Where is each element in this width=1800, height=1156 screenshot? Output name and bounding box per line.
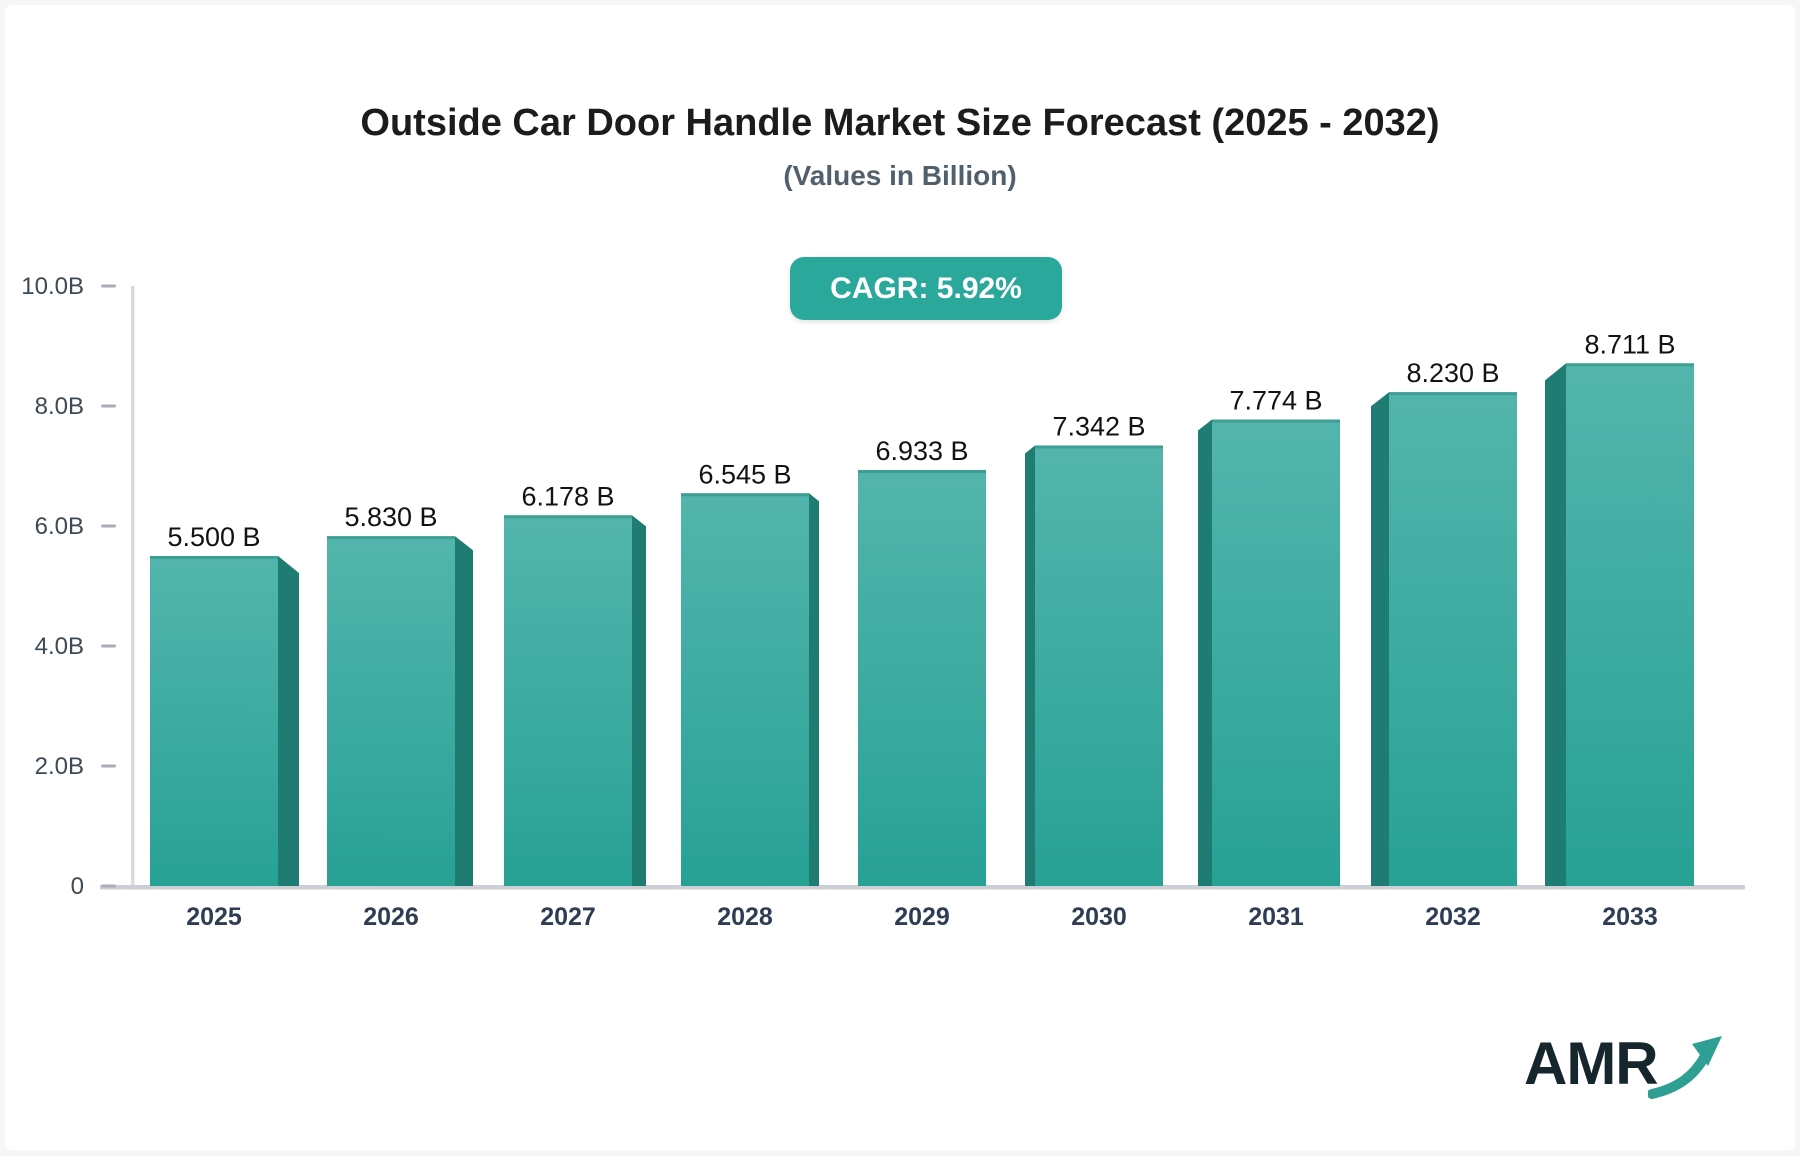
bar-2032: 8.230 B 2032 <box>1371 358 1517 931</box>
bar-top-edge <box>150 556 278 559</box>
bar-2029: 6.933 B 2029 <box>858 436 986 931</box>
bar-2028: 6.545 B 2028 <box>681 459 819 931</box>
x-category-label: 2025 <box>186 903 242 931</box>
x-axis-line <box>100 885 1745 890</box>
bar-side-face <box>1371 392 1389 886</box>
bar-front-face <box>504 515 632 886</box>
bar-top-edge <box>858 470 986 474</box>
amr-logo: AMR <box>1524 1032 1726 1102</box>
bar-value-label: 6.178 B <box>521 481 614 511</box>
y-tick <box>101 884 116 888</box>
bar-2030: 7.342 B 2030 <box>1025 411 1163 931</box>
x-category-label: 2033 <box>1602 903 1658 931</box>
bar-2031: 7.774 B 2031 <box>1198 386 1340 931</box>
bar-value-label: 6.545 B <box>698 459 791 489</box>
bar-side-face <box>455 536 473 886</box>
bar-front-face <box>681 493 809 886</box>
bar-2026: 5.830 B 2026 <box>327 502 473 931</box>
bar-side-face <box>1025 445 1035 886</box>
bar-top-edge <box>1035 445 1163 449</box>
bar-top-edge <box>1389 392 1517 396</box>
bar-front-face <box>1389 392 1517 886</box>
bar-top-edge <box>681 493 809 497</box>
y-tick-label: 8.0B <box>35 393 84 420</box>
bar-top-edge <box>327 536 455 540</box>
chart-title: Outside Car Door Handle Market Size Fore… <box>360 102 1440 144</box>
y-axis-line <box>131 286 135 886</box>
cagr-badge: CAGR: 5.92% <box>790 257 1062 320</box>
x-category-label: 2030 <box>1071 903 1127 931</box>
bar-2033: 8.711 B 2033 <box>1545 329 1694 931</box>
x-category-label: 2032 <box>1425 903 1481 931</box>
bar-side-face <box>278 556 299 886</box>
amr-logo-text: AMR <box>1524 1030 1659 1097</box>
y-tick <box>101 284 116 288</box>
bar-side-face <box>1545 363 1566 887</box>
x-category-label: 2031 <box>1248 903 1304 931</box>
x-category-label: 2026 <box>363 903 419 931</box>
y-tick-label: 6.0B <box>35 513 84 540</box>
y-tick-label: 0 <box>71 873 84 900</box>
bar-front-face <box>1212 419 1340 886</box>
y-tick <box>101 764 116 768</box>
y-tick <box>101 404 116 408</box>
y-tick <box>101 644 116 648</box>
y-tick <box>101 524 116 528</box>
bar-side-face <box>1198 419 1212 886</box>
bar-top-edge <box>504 515 632 519</box>
bar-value-label: 5.830 B <box>344 502 437 532</box>
bar-top-edge <box>1566 363 1694 367</box>
x-category-label: 2027 <box>540 903 596 931</box>
bar-value-label: 6.933 B <box>875 436 968 466</box>
chart-subtitle: (Values in Billion) <box>783 160 1017 191</box>
bar-value-label: 7.774 B <box>1229 386 1322 416</box>
bar-front-face <box>1566 363 1694 887</box>
bar-front-face <box>150 556 278 886</box>
x-category-label: 2028 <box>717 903 773 931</box>
bar-2025: 5.500 B 2025 <box>150 522 299 931</box>
y-tick-label: 4.0B <box>35 633 84 660</box>
bar-top-edge <box>1212 419 1340 423</box>
y-tick-label: 2.0B <box>35 753 84 780</box>
growth-arrow-icon <box>1647 1036 1722 1099</box>
bar-side-face <box>809 493 819 886</box>
bar-side-face <box>632 515 646 886</box>
bar-value-label: 5.500 B <box>167 522 260 552</box>
bar-front-face <box>1035 445 1163 886</box>
bar-value-label: 8.230 B <box>1406 358 1499 388</box>
x-category-label: 2029 <box>894 903 950 931</box>
bar-front-face <box>858 470 986 886</box>
y-tick-label: 10.0B <box>21 273 84 300</box>
bar-value-label: 8.711 B <box>1584 329 1675 359</box>
bar-value-label: 7.342 B <box>1052 411 1145 441</box>
bar-front-face <box>327 536 455 886</box>
bar-2027: 6.178 B 2027 <box>504 481 646 931</box>
